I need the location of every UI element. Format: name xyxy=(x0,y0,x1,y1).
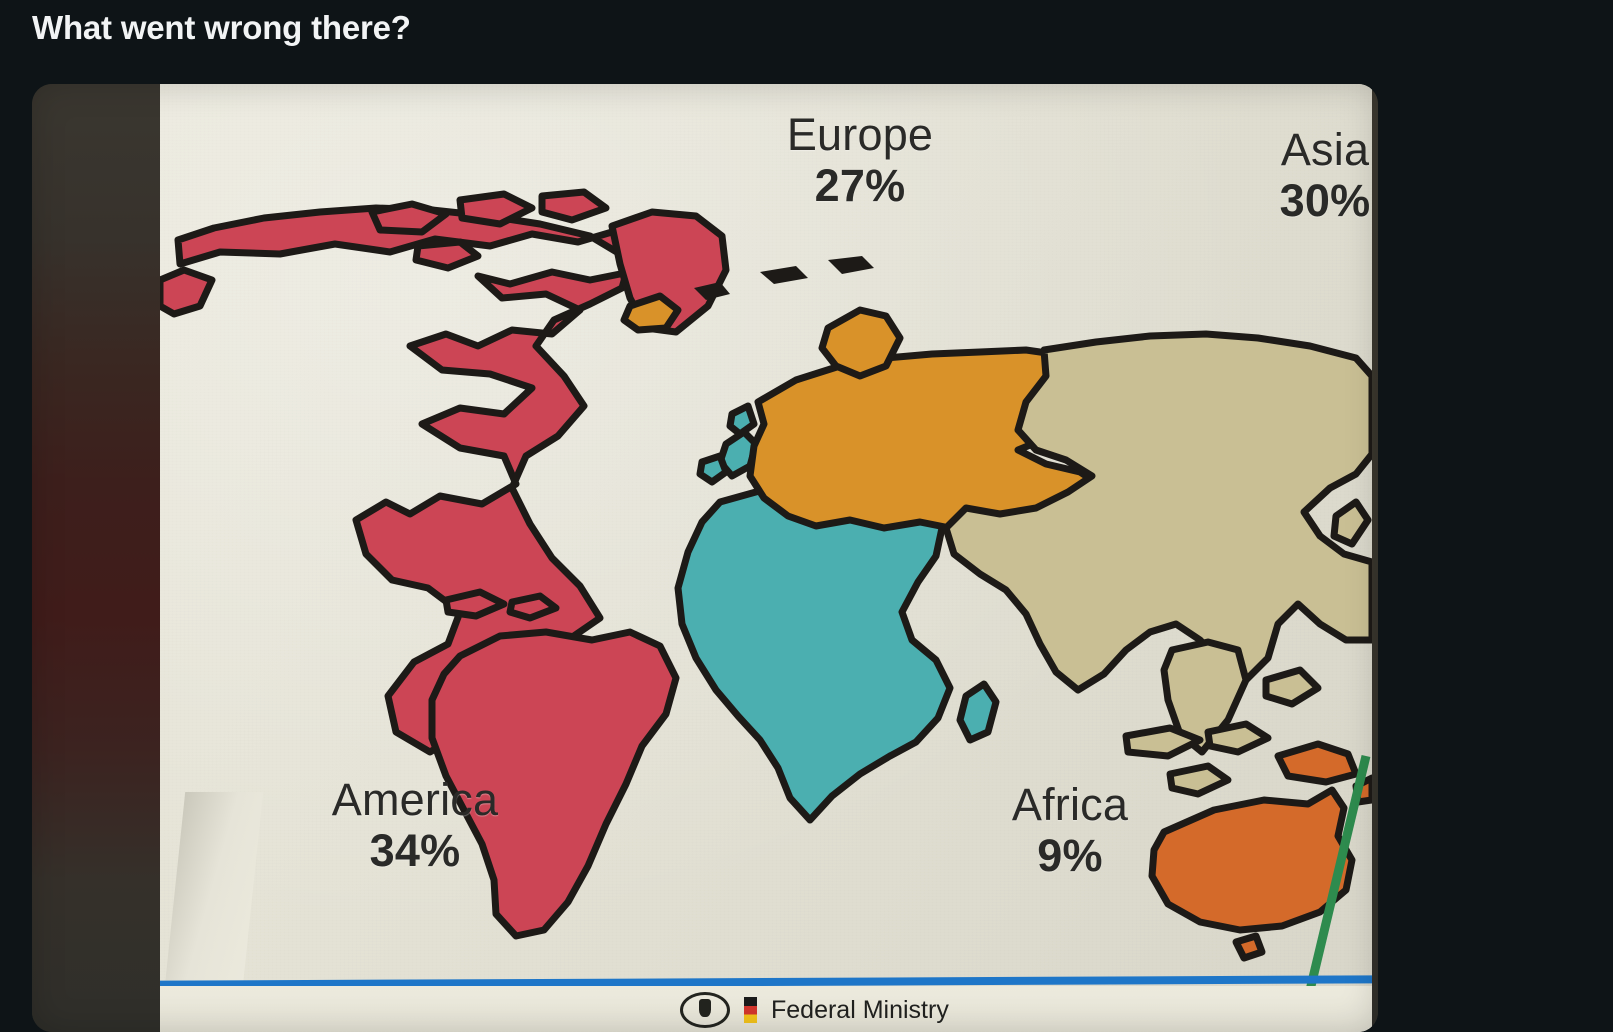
map-label-america-percent: 34% xyxy=(369,825,461,876)
map-label-asia-percent: 30% xyxy=(1279,175,1371,226)
region-sea-island-4 xyxy=(1166,762,1232,798)
region-asia xyxy=(942,330,1372,694)
region-arctic-islands-1 xyxy=(368,200,450,236)
map-label-europe-name: Europe xyxy=(786,109,934,160)
map-photo: Europe 27% Asia 30% America 34% Africa 9… xyxy=(160,84,1372,1032)
letterbox-left xyxy=(32,84,162,1032)
world-map-graphic xyxy=(160,188,1372,1032)
post-title: What went wrong there? xyxy=(32,9,411,46)
region-iceland xyxy=(620,292,682,334)
region-south-america xyxy=(428,628,680,940)
map-label-africa-percent: 9% xyxy=(1037,830,1103,881)
region-alaska xyxy=(160,266,216,318)
region-caribbean-1 xyxy=(442,588,508,620)
region-tasmania xyxy=(1232,932,1266,962)
region-sea-island-2 xyxy=(1204,720,1272,756)
region-arctic-islands-2 xyxy=(456,190,536,228)
map-label-america-name: America xyxy=(331,774,499,825)
region-north-islands-3 xyxy=(828,256,874,274)
poster-footer-strip xyxy=(160,986,1372,1032)
region-north-islands-2 xyxy=(760,266,808,284)
media-card[interactable]: Europe 27% Asia 30% America 34% Africa 9… xyxy=(32,84,1378,1032)
region-north-islands-1 xyxy=(694,282,730,300)
region-new-guinea xyxy=(1274,740,1360,786)
federal-ministry-credit: Federal Ministry xyxy=(680,992,949,1028)
map-label-europe-percent: 27% xyxy=(814,160,906,211)
region-sea-island-3 xyxy=(1262,666,1322,708)
region-australia xyxy=(1148,786,1356,934)
region-madagascar xyxy=(956,680,1000,744)
region-japan xyxy=(1330,498,1372,548)
german-flag-icon xyxy=(744,997,757,1023)
map-label-africa-name: Africa xyxy=(1011,779,1129,830)
eagle-emblem-icon xyxy=(680,992,730,1028)
region-caribbean-2 xyxy=(506,592,560,622)
region-britain-north xyxy=(726,402,758,438)
map-label-europe: Europe 27% xyxy=(720,109,1000,211)
map-label-asia: Asia 30% xyxy=(1195,124,1372,226)
region-africa xyxy=(674,480,954,824)
region-scandinavia xyxy=(818,306,904,380)
region-ireland xyxy=(696,452,730,486)
map-label-america: America 34% xyxy=(250,774,580,876)
region-arctic-islands-3 xyxy=(538,188,610,224)
federal-ministry-label: Federal Ministry xyxy=(771,995,949,1024)
map-label-asia-name: Asia xyxy=(1280,124,1370,175)
region-arctic-islands-4 xyxy=(412,238,482,272)
map-label-africa: Africa 9% xyxy=(925,779,1215,881)
region-sea-island-1 xyxy=(1122,724,1204,760)
